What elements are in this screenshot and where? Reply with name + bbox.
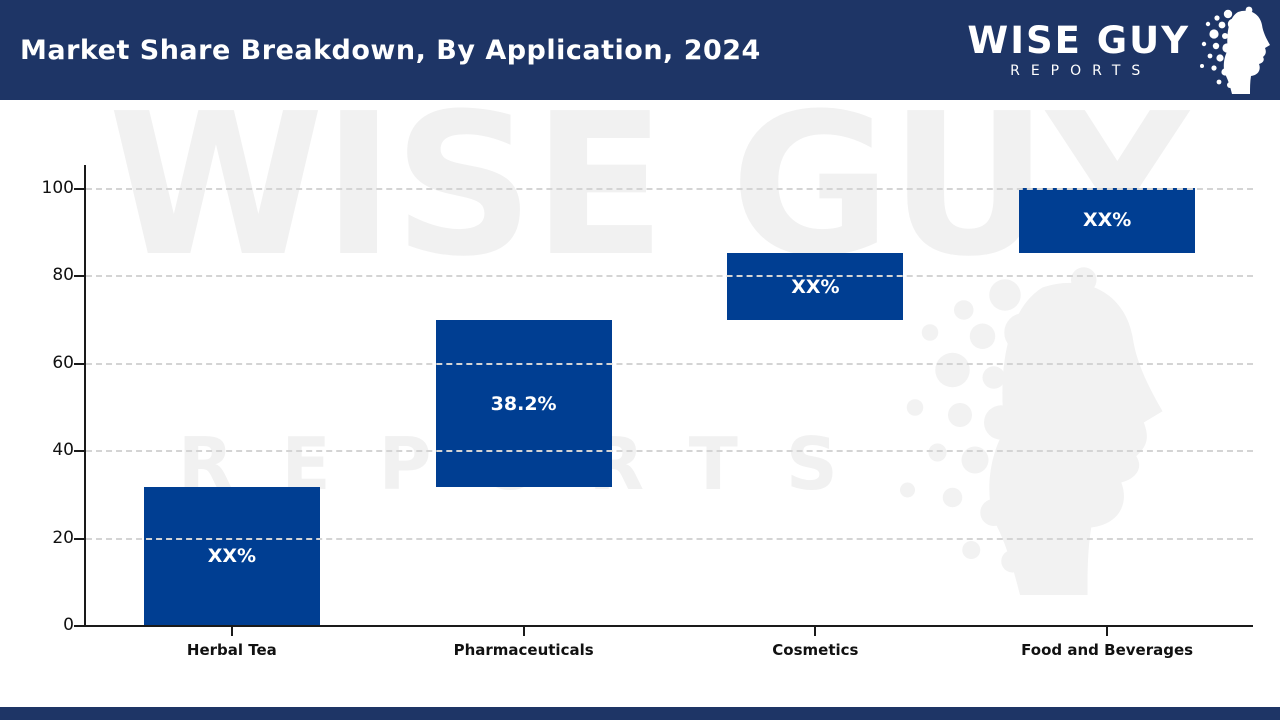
x-axis-line — [84, 625, 1253, 627]
logo-wordmark: WISE GUY — [967, 19, 1190, 62]
bar-value-label: XX% — [207, 545, 257, 568]
x-tick-label: Pharmaceuticals — [453, 641, 594, 659]
y-tick-label: 80 — [52, 265, 74, 285]
y-tick-mark — [74, 537, 84, 540]
gridline — [86, 275, 1253, 277]
y-tick-label: 0 — [63, 615, 74, 635]
logo-subtitle: REPORTS — [1010, 63, 1152, 79]
header-bar: Market Share Breakdown, By Application, … — [0, 0, 1280, 100]
x-tick-mark — [522, 627, 525, 636]
logo-head-icon — [1200, 6, 1270, 94]
page-title: Market Share Breakdown, By Application, … — [20, 34, 761, 66]
bar-value-label: 38.2% — [490, 392, 557, 415]
x-tick-mark — [230, 627, 233, 636]
bar-value-label: XX% — [791, 275, 840, 298]
y-tick-label: 60 — [52, 352, 74, 373]
bar-herbal-tea — [143, 487, 320, 625]
logo-text: WISE GUY REPORTS — [967, 19, 1190, 80]
x-tick-label: Food and Beverages — [1021, 641, 1194, 659]
gridline — [86, 187, 1253, 190]
y-axis-line — [84, 165, 86, 627]
bar-pharmaceuticals — [435, 320, 612, 488]
y-tick-mark — [74, 187, 84, 190]
wise-guy-logo: WISE GUY REPORTS — [967, 4, 1272, 96]
y-tick-label: 100 — [41, 177, 74, 198]
y-tick-mark — [74, 450, 84, 452]
x-tick-label: Cosmetics — [772, 641, 859, 659]
bar-food-and-beverages — [1019, 187, 1196, 254]
y-tick-label: 20 — [52, 527, 74, 548]
gridline — [86, 362, 1253, 365]
bar-value-label: XX% — [1082, 209, 1132, 232]
y-tick-mark — [74, 362, 84, 365]
y-tick-label: 40 — [52, 440, 74, 460]
x-tick-label: Herbal Tea — [186, 641, 277, 659]
gridline — [86, 450, 1253, 452]
gridline — [86, 537, 1253, 540]
x-tick-mark — [814, 627, 817, 636]
bar-cosmetics — [727, 253, 904, 321]
x-tick-mark — [1106, 627, 1109, 636]
y-tick-mark — [74, 275, 84, 277]
footer-bar — [0, 707, 1280, 720]
y-tick-mark — [74, 625, 84, 627]
watermark-head-icon — [900, 267, 1163, 595]
watermark-wordmark: WISE GUY — [108, 72, 1188, 300]
